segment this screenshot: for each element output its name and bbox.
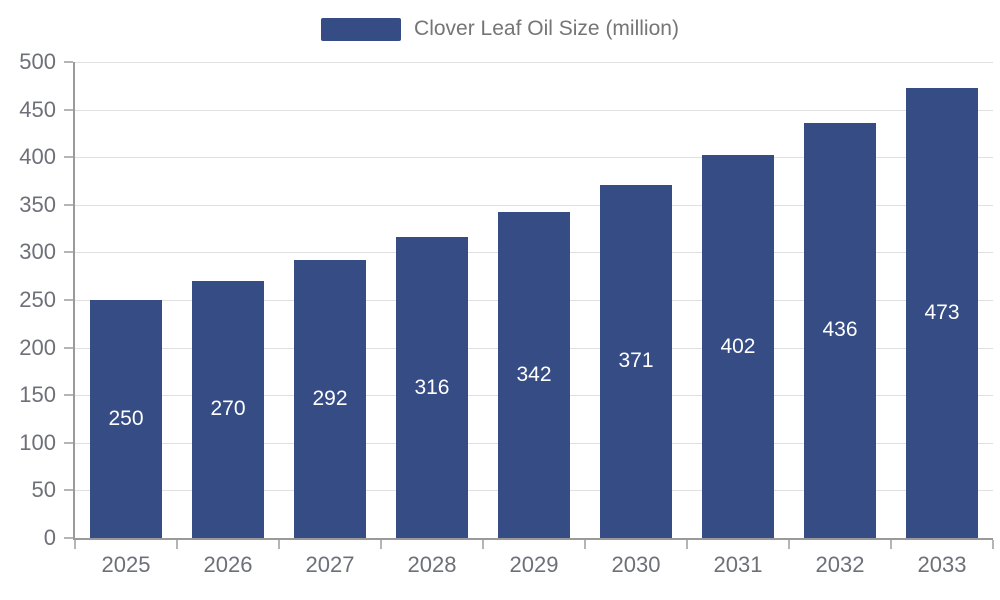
bar-slot-2033: 473 bbox=[891, 62, 993, 538]
gridline-y-350 bbox=[75, 204, 993, 206]
y-axis-tick-50 bbox=[64, 489, 73, 492]
x-axis-tick-0 bbox=[74, 540, 76, 549]
x-axis-label-2031: 2031 bbox=[713, 552, 763, 577]
bar-2032[interactable]: 436 bbox=[804, 122, 876, 538]
bar-value-label-2031: 402 bbox=[720, 334, 756, 358]
y-axis-label-100: 100 bbox=[19, 429, 56, 455]
bar-2030[interactable]: 371 bbox=[600, 184, 672, 538]
bar-slot-2028: 316 bbox=[381, 62, 483, 538]
x-axis-label-2030: 2030 bbox=[611, 552, 661, 577]
x-axis-label-2033: 2033 bbox=[917, 552, 967, 577]
bar-slot-2027: 292 bbox=[279, 62, 381, 538]
y-axis-label-400: 400 bbox=[19, 144, 56, 170]
bar-value-label-2025: 250 bbox=[108, 407, 144, 430]
bar-2025[interactable]: 250 bbox=[90, 300, 162, 538]
bar-value-label-2033: 473 bbox=[924, 300, 960, 324]
x-axis-label-2025: 2025 bbox=[101, 552, 151, 577]
bar-value-label-2030: 371 bbox=[618, 349, 654, 373]
x-axis-tick-3 bbox=[379, 540, 382, 549]
legend-swatch-icon bbox=[321, 17, 402, 41]
x-axis-label-2026: 2026 bbox=[203, 552, 253, 577]
bar-2027[interactable]: 292 bbox=[294, 260, 366, 538]
y-axis-tick-500 bbox=[64, 61, 73, 63]
bar-value-label-2032: 436 bbox=[822, 318, 858, 342]
bar-slot-2031: 402 bbox=[687, 62, 789, 538]
bar-slot-2029: 342 bbox=[483, 62, 585, 538]
x-axis-label-2032: 2032 bbox=[815, 552, 865, 577]
bar-value-label-2028: 316 bbox=[414, 375, 450, 399]
bar-value-label-2027: 292 bbox=[312, 387, 348, 411]
bar-2028[interactable]: 316 bbox=[396, 237, 468, 538]
y-axis-tick-200 bbox=[64, 346, 73, 349]
plot-area: 0 50 100 150 200 250 300 350 400 450 500 250 2025 270… bbox=[19, 49, 994, 577]
y-axis-tick-350 bbox=[64, 203, 73, 206]
y-axis-label-150: 150 bbox=[19, 382, 56, 408]
x-axis-tick-5 bbox=[584, 540, 586, 549]
y-axis-label-250: 250 bbox=[19, 287, 56, 312]
y-axis-label-0: 0 bbox=[43, 525, 56, 550]
bar-slot-2026: 270 bbox=[177, 62, 279, 538]
y-axis-tick-0 bbox=[64, 537, 73, 539]
y-axis-label-50: 50 bbox=[31, 477, 56, 503]
x-axis-label-2027: 2027 bbox=[305, 552, 355, 577]
bar-2031[interactable]: 402 bbox=[702, 155, 774, 538]
y-axis-tick-250 bbox=[64, 299, 73, 301]
x-axis-tick-6 bbox=[685, 540, 688, 549]
bar-2033[interactable]: 473 bbox=[906, 87, 978, 538]
y-axis-tick-450 bbox=[64, 108, 73, 111]
y-axis-label-500: 500 bbox=[19, 49, 56, 74]
y-axis-tick-150 bbox=[64, 394, 73, 397]
y-axis-tick-300 bbox=[64, 251, 73, 254]
bar-slot-2032: 436 bbox=[789, 62, 891, 538]
x-axis-tick-8 bbox=[889, 540, 892, 549]
x-axis-label-2029: 2029 bbox=[509, 552, 559, 577]
bar-2026[interactable]: 270 bbox=[192, 280, 264, 538]
y-axis-label-450: 450 bbox=[19, 96, 56, 122]
x-axis-tick-1 bbox=[175, 540, 178, 549]
gridline-y-500 bbox=[75, 62, 993, 63]
x-axis-tick-9 bbox=[992, 540, 994, 549]
y-axis-label-300: 300 bbox=[19, 239, 56, 265]
legend-label: Clover Leaf Oil Size (million) bbox=[414, 17, 679, 40]
bar-2029[interactable]: 342 bbox=[498, 212, 570, 538]
y-axis-label-200: 200 bbox=[19, 334, 56, 360]
bar-slot-2025: 250 bbox=[75, 62, 177, 538]
x-axis-label-2028: 2028 bbox=[407, 552, 457, 577]
y-axis-label-350: 350 bbox=[19, 191, 56, 217]
x-axis-tick-7 bbox=[788, 540, 790, 549]
gridline-y-450 bbox=[75, 109, 993, 111]
x-axis-tick-4 bbox=[481, 540, 484, 549]
bar-value-label-2026: 270 bbox=[210, 397, 246, 421]
bar-slot-2030: 371 bbox=[585, 62, 687, 538]
legend-item[interactable]: Clover Leaf Oil Size (million) bbox=[0, 17, 1000, 41]
bar-value-label-2029: 342 bbox=[516, 363, 552, 387]
y-axis-tick-100 bbox=[64, 441, 73, 444]
y-axis-tick-400 bbox=[64, 156, 73, 159]
gridline-y-400 bbox=[75, 157, 993, 159]
x-axis-tick-2 bbox=[277, 540, 280, 549]
